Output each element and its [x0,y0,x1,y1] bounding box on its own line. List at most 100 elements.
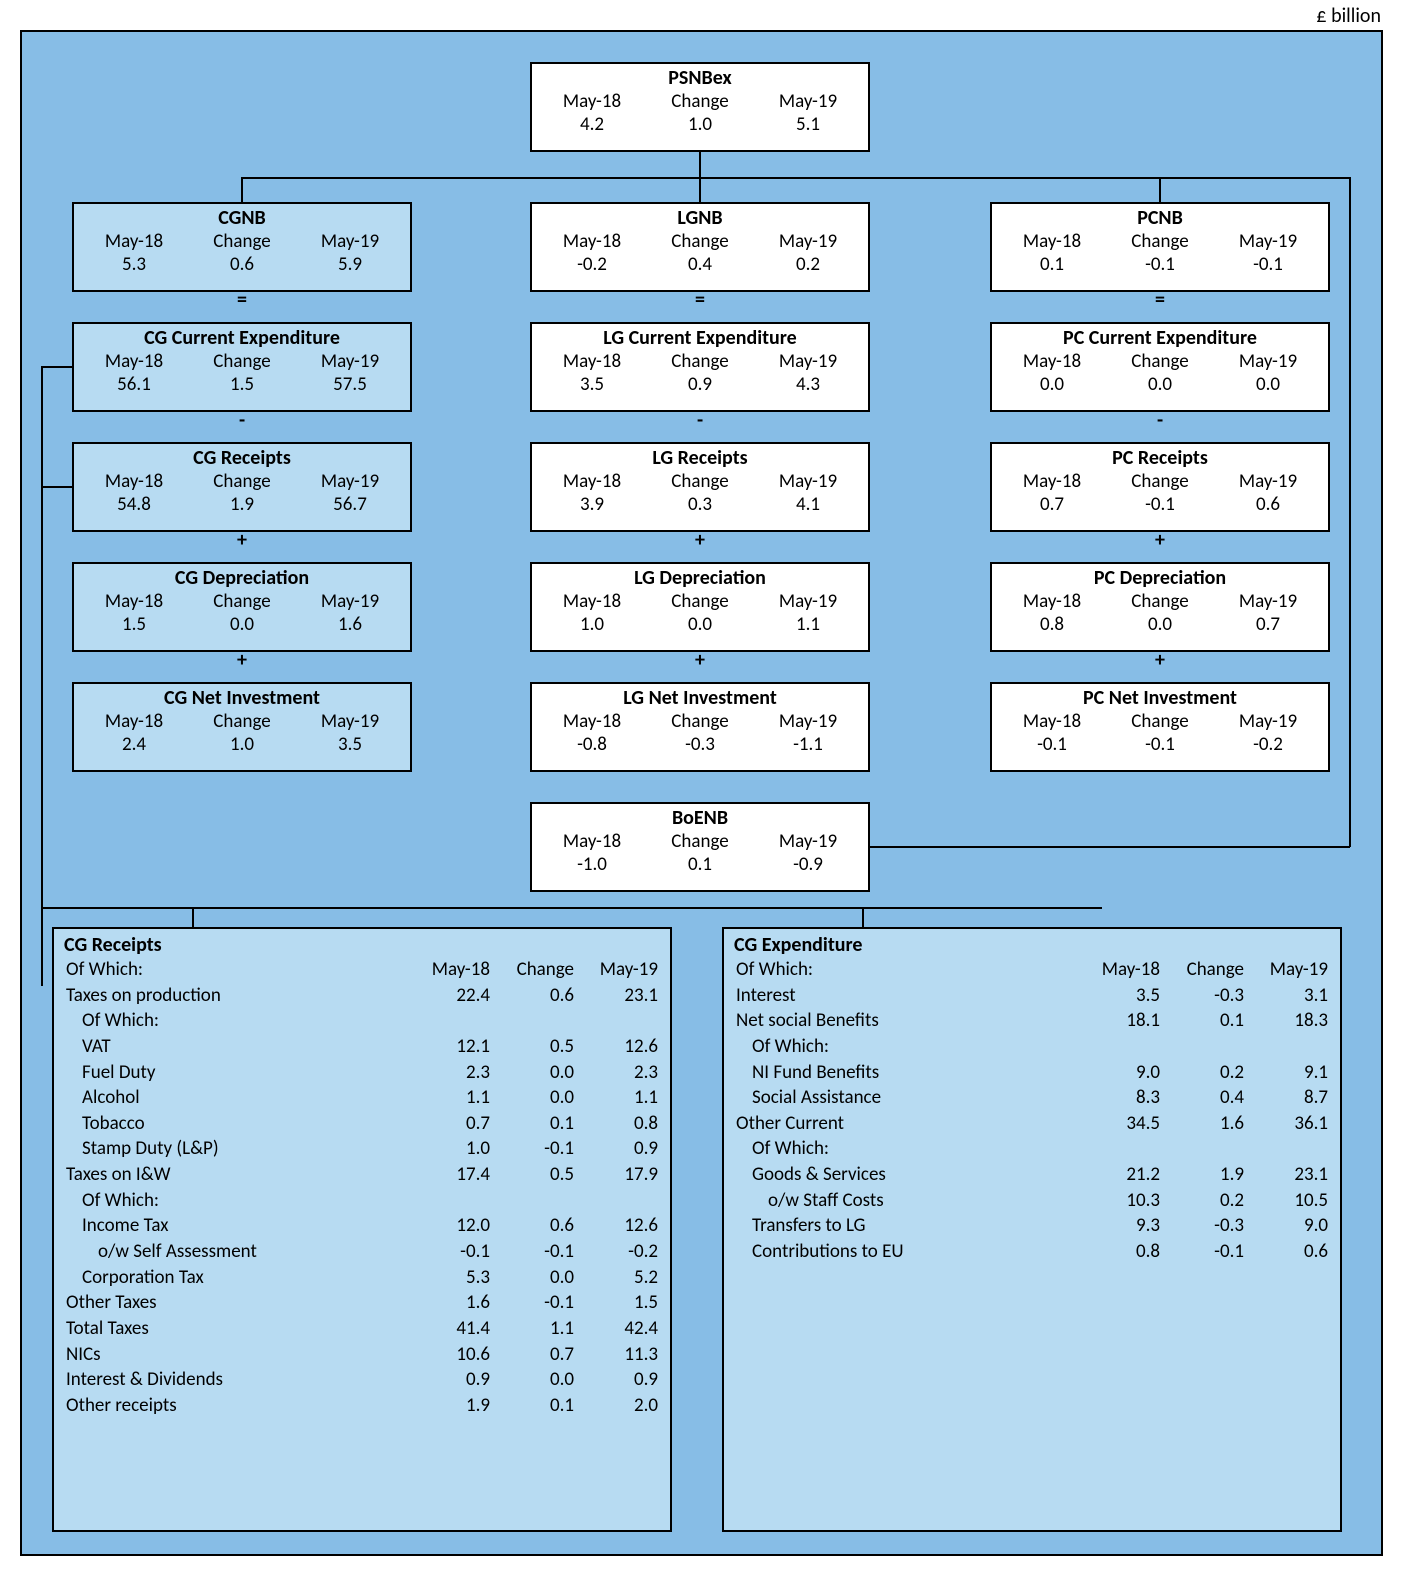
col-header: May-19 [755,350,862,373]
value-may19: 0.6 [1215,493,1322,518]
connector-line [1159,177,1351,179]
row-change: 0.0 [492,1085,576,1111]
table-row: Of Which: [64,1188,660,1214]
unit-label: £ billion [0,0,1403,30]
row-label: Net social Benefits [734,1008,1078,1034]
value-may19: 0.0 [1215,373,1322,398]
table-row: Other Current34.51.636.1 [734,1111,1330,1137]
col-header: May-19 [297,350,404,373]
value-may19: 56.7 [297,493,404,518]
row-may18: 3.5 [1078,983,1162,1009]
table-row: Other receipts1.90.12.0 [64,1393,660,1419]
value-may19: 4.3 [755,373,862,398]
col-header: Change [647,830,754,853]
node-title: PC Current Expenditure [992,324,1328,350]
col-header: May-19 [297,590,404,613]
node-title: CGNB [74,204,410,230]
row-may18 [1078,1136,1162,1162]
operator: + [688,648,712,672]
value-may19: 5.1 [755,113,862,138]
row-change: 0.2 [1162,1060,1246,1086]
value-may18: 0.7 [999,493,1106,518]
col-header: May-19 [755,90,862,113]
node-cgnb: CGNBMay-185.3Change0.6May-195.9 [72,202,412,292]
table-row: Other Taxes1.6-0.11.5 [64,1290,660,1316]
col-header: May-18 [539,830,646,853]
value-may18: 1.0 [539,613,646,638]
connector-line [42,366,72,368]
node-title: PC Net Investment [992,684,1328,710]
row-change [1162,1136,1246,1162]
detail-title: CG Receipts [64,933,660,957]
value-change: 1.5 [189,373,296,398]
row-label: Contributions to EU [734,1239,1078,1265]
value-may19: 3.5 [297,733,404,758]
row-may19: 23.1 [1246,1162,1330,1188]
col-header: May-18 [408,957,492,983]
node-title: BoENB [532,804,868,830]
row-change: 0.0 [492,1367,576,1393]
connector-line [42,486,72,488]
table-row: Interest & Dividends0.90.00.9 [64,1367,660,1393]
row-may19: 3.1 [1246,983,1330,1009]
row-may19: 2.0 [576,1393,660,1419]
row-may18: 0.9 [408,1367,492,1393]
row-change: 0.1 [492,1111,576,1137]
row-may18: 9.3 [1078,1213,1162,1239]
node-title: PCNB [992,204,1328,230]
row-may18: 5.3 [408,1265,492,1291]
table-row: NICs10.60.711.3 [64,1342,660,1368]
row-may19: 8.7 [1246,1085,1330,1111]
node-title: LG Receipts [532,444,868,470]
ofwhich-label: Of Which: [734,957,1078,983]
node-title: PC Depreciation [992,564,1328,590]
node-pc_rec: PC ReceiptsMay-180.7Change-0.1May-190.6 [990,442,1330,532]
node-pc_dep: PC DepreciationMay-180.8Change0.0May-190… [990,562,1330,652]
table-row: Alcohol1.10.01.1 [64,1085,660,1111]
value-may19: 0.7 [1215,613,1322,638]
row-may19: 36.1 [1246,1111,1330,1137]
col-header: May-18 [539,350,646,373]
row-change: -0.3 [1162,1213,1246,1239]
value-may18: 54.8 [81,493,188,518]
col-header: May-19 [1215,350,1322,373]
col-header: Change [1107,350,1214,373]
table-row: Fuel Duty2.30.02.3 [64,1060,660,1086]
value-may18: 0.8 [999,613,1106,638]
operator: + [230,648,254,672]
row-label: Social Assistance [734,1085,1078,1111]
value-change: 0.9 [647,373,754,398]
row-may19: 12.6 [576,1034,660,1060]
connector-line [42,907,1102,909]
node-lgnb: LGNBMay-18-0.2Change0.4May-190.2 [530,202,870,292]
table-row: Taxes on I&W17.40.517.9 [64,1162,660,1188]
col-header: May-19 [1215,590,1322,613]
row-label: NICs [64,1342,408,1368]
col-header: May-18 [81,230,188,253]
table-row: Taxes on production22.40.623.1 [64,983,660,1009]
value-change: 0.0 [647,613,754,638]
diagram-canvas: PSNBexMay-184.2Change1.0May-195.1CGNBMay… [20,30,1383,1556]
node-boenb: BoENBMay-18-1.0Change0.1May-19-0.9 [530,802,870,892]
node-title: LG Depreciation [532,564,868,590]
node-pc_curr: PC Current ExpenditureMay-180.0Change0.0… [990,322,1330,412]
row-may19: 0.8 [576,1111,660,1137]
row-change: 1.9 [1162,1162,1246,1188]
row-label: Other Current [734,1111,1078,1137]
row-label: Of Which: [64,1188,408,1214]
row-may18: 17.4 [408,1162,492,1188]
row-may19: 9.0 [1246,1213,1330,1239]
col-header: Change [189,710,296,733]
value-change: 0.0 [1107,613,1214,638]
row-may18: 12.1 [408,1034,492,1060]
row-change: 1.6 [1162,1111,1246,1137]
col-header: May-18 [999,350,1106,373]
row-change: 0.5 [492,1034,576,1060]
row-may18: 0.8 [1078,1239,1162,1265]
operator: = [230,288,254,312]
col-header: Change [189,470,296,493]
value-may18: -0.8 [539,733,646,758]
row-may19: 0.6 [1246,1239,1330,1265]
table-row: Of Which: [734,1136,1330,1162]
row-label: Of Which: [734,1034,1078,1060]
